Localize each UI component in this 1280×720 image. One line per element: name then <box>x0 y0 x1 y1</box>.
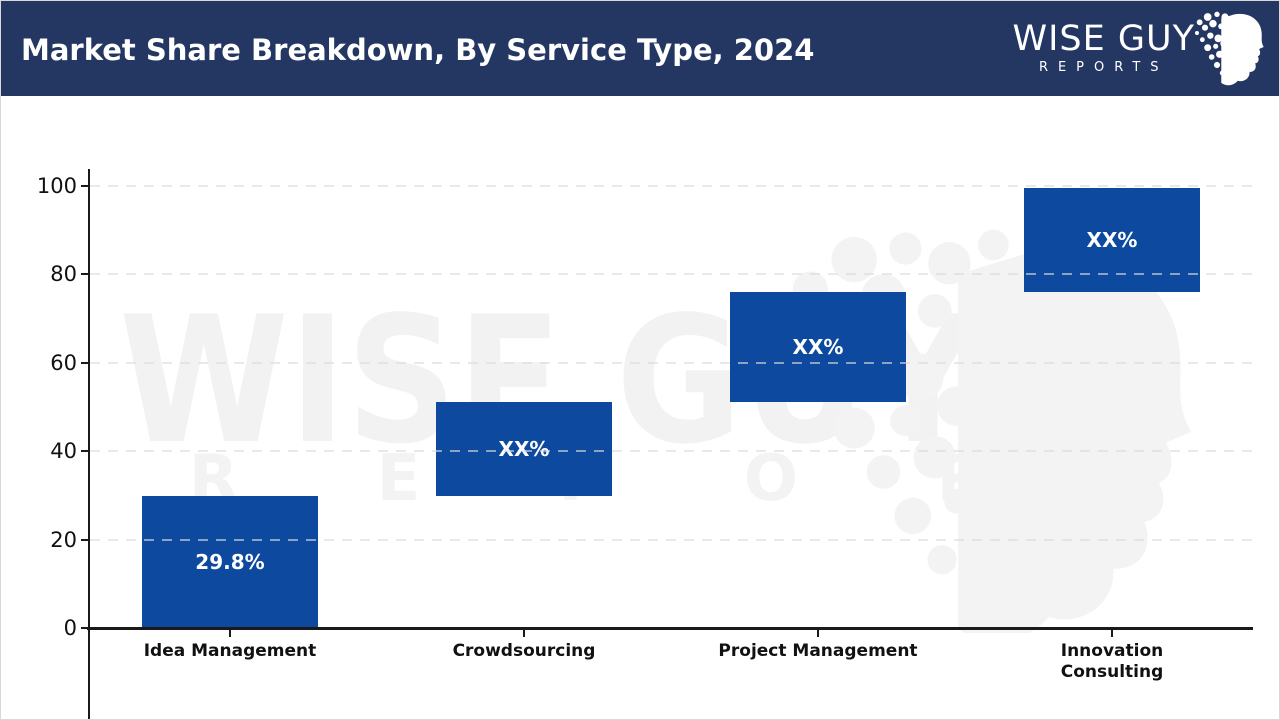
bar-segment: 29.8% <box>142 496 318 628</box>
y-tick-label: 60 <box>50 350 77 375</box>
y-tick-label: 80 <box>50 262 77 287</box>
y-tick-mark <box>81 185 89 187</box>
y-axis <box>88 169 90 719</box>
gridline <box>90 185 1253 187</box>
y-tick-mark <box>81 273 89 276</box>
bar-value-label: 29.8% <box>195 550 265 575</box>
gridline <box>90 450 1253 453</box>
x-category-label: Project Management <box>718 641 918 661</box>
y-tick-label: 0 <box>63 616 77 640</box>
bar-value-label: XX% <box>498 436 550 461</box>
chart-area: 0 20 40 60 80 100 29.8% Idea Management XX% Crowd… <box>1 96 1279 719</box>
logo-wordmark: WISE GUY <box>1012 19 1195 59</box>
y-tick-mark <box>81 627 89 629</box>
y-tick-mark <box>81 538 89 541</box>
x-category-label: Idea Management <box>143 641 317 661</box>
logo-subtext: REPORTS <box>1038 60 1169 75</box>
bar-segment: XX% <box>436 401 612 497</box>
gridline <box>90 361 1253 364</box>
x-axis <box>87 627 1253 630</box>
x-category-label: Innovation Consulting <box>1060 641 1164 682</box>
y-tick-label: 100 <box>36 174 77 198</box>
bar-value-label: XX% <box>792 334 844 359</box>
header-bar: Market Share Breakdown, By Service Type,… <box>1 1 1279 96</box>
brand-logo: WISE GUY REPORTS <box>1012 5 1267 93</box>
x-tick-mark <box>817 630 819 637</box>
y-tick-mark <box>81 450 89 453</box>
bar-segment: XX% <box>730 292 906 402</box>
gridline <box>90 273 1253 276</box>
logo-head-icon <box>1195 11 1264 86</box>
logo-text-block: WISE GUY REPORTS <box>1012 21 1195 77</box>
bar-value-label: XX% <box>1086 227 1138 252</box>
y-tick-label: 20 <box>50 527 77 552</box>
x-tick-mark <box>523 630 525 637</box>
gridline <box>90 538 1253 541</box>
y-tick-label: 40 <box>50 439 77 464</box>
bar-segment: XX% <box>1024 187 1200 293</box>
x-category-label: Crowdsourcing <box>452 641 596 661</box>
y-tick-mark <box>81 361 89 364</box>
x-tick-mark <box>229 630 231 637</box>
page-title: Market Share Breakdown, By Service Type,… <box>21 33 815 67</box>
x-tick-mark <box>1111 630 1113 637</box>
